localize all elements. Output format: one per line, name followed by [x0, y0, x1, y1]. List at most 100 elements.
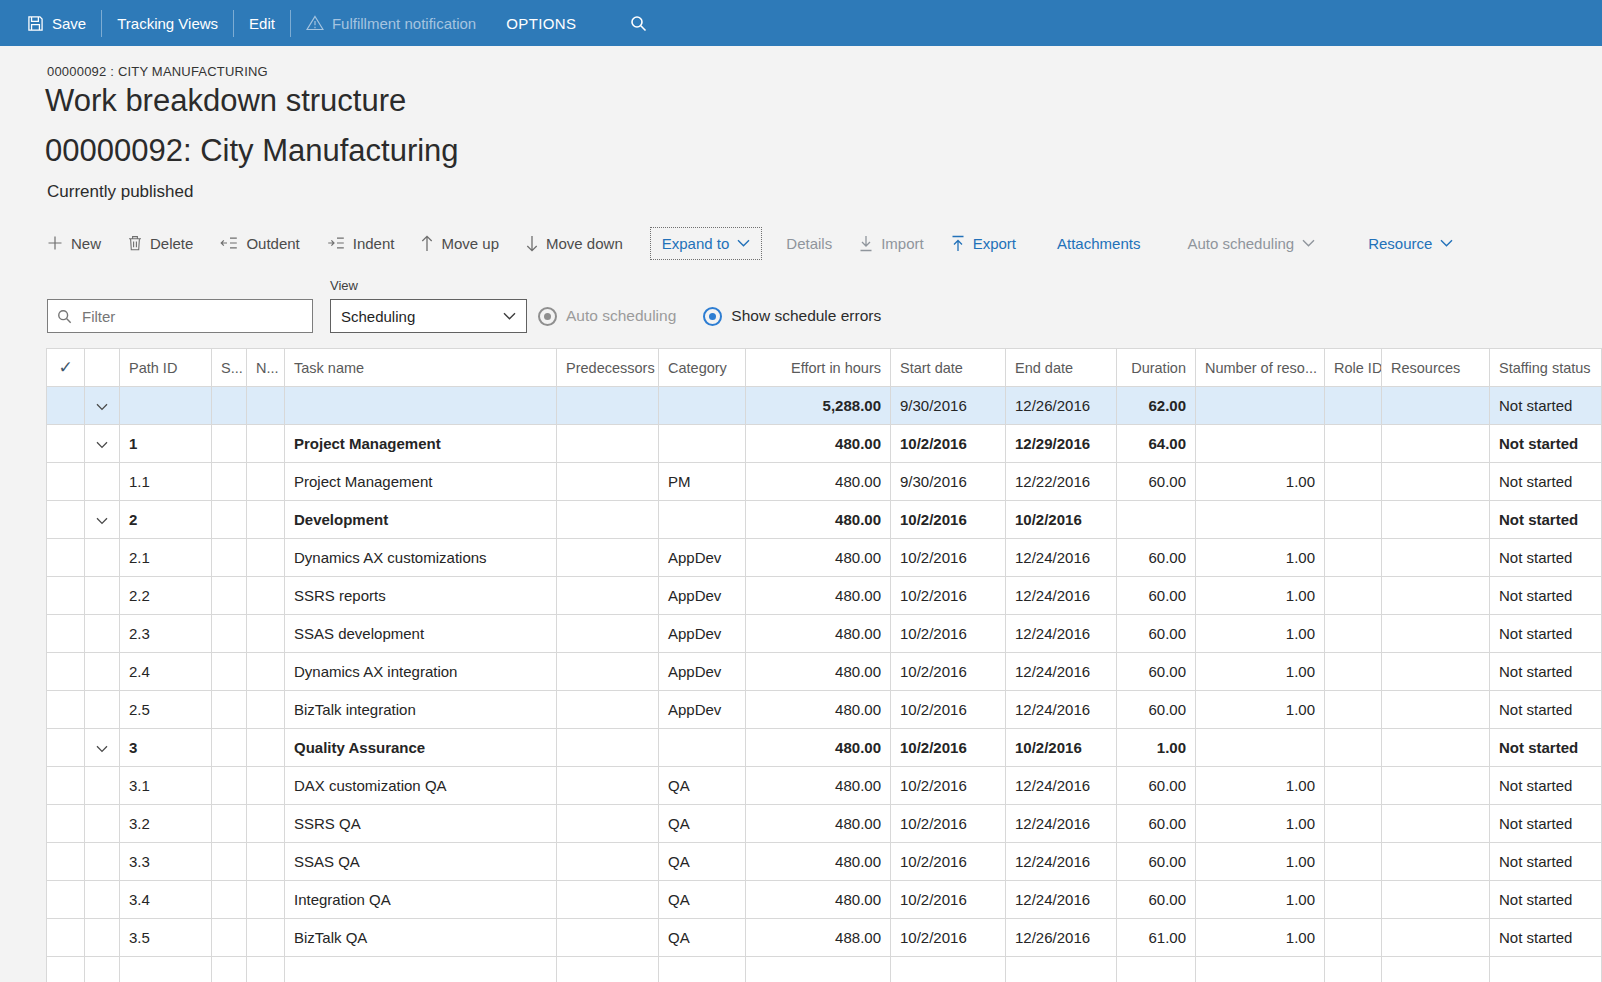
cell-staffing_status[interactable]: Not started	[1490, 729, 1602, 767]
cell-duration[interactable]	[1117, 957, 1196, 982]
cell-number_of_resources[interactable]: 1.00	[1196, 615, 1325, 653]
column-header-end_date[interactable]: End date	[1006, 349, 1117, 387]
cell-start_date[interactable]: 9/30/2016	[891, 463, 1006, 501]
cell-s[interactable]	[212, 501, 247, 539]
cell-path_id[interactable]: 3.4	[120, 881, 212, 919]
cell-start_date[interactable]: 10/2/2016	[891, 691, 1006, 729]
cell-s[interactable]	[212, 881, 247, 919]
column-header-duration[interactable]: Duration	[1117, 349, 1196, 387]
cell-path_id[interactable]: 2.5	[120, 691, 212, 729]
table-row-2[interactable]: 2Development480.0010/2/201610/2/2016Not …	[47, 501, 1602, 539]
cell-duration[interactable]	[1117, 501, 1196, 539]
cell-expand[interactable]	[85, 729, 120, 767]
cell-category[interactable]: QA	[659, 805, 746, 843]
cell-path_id[interactable]: 3.3	[120, 843, 212, 881]
cell-check[interactable]	[47, 729, 85, 767]
cell-staffing_status[interactable]: Not started	[1490, 919, 1602, 957]
cell-check[interactable]	[47, 577, 85, 615]
cell-n[interactable]	[247, 501, 285, 539]
cell-expand[interactable]	[85, 653, 120, 691]
cell-effort_hours[interactable]: 480.00	[746, 881, 891, 919]
cell-check[interactable]	[47, 425, 85, 463]
cell-start_date[interactable]: 10/2/2016	[891, 919, 1006, 957]
cell-task_name[interactable]: BizTalk integration	[285, 691, 557, 729]
cell-end_date[interactable]: 12/24/2016	[1006, 577, 1117, 615]
cell-resources[interactable]	[1382, 463, 1490, 501]
cell-predecessors[interactable]	[557, 805, 659, 843]
cell-resources[interactable]	[1382, 957, 1490, 982]
cell-duration[interactable]: 60.00	[1117, 843, 1196, 881]
filter-input[interactable]	[80, 307, 303, 326]
cell-resources[interactable]	[1382, 843, 1490, 881]
cell-end_date[interactable]: 10/2/2016	[1006, 729, 1117, 767]
cell-category[interactable]: AppDev	[659, 653, 746, 691]
cell-resources[interactable]	[1382, 387, 1490, 425]
cell-s[interactable]	[212, 805, 247, 843]
cell-start_date[interactable]: 10/2/2016	[891, 843, 1006, 881]
cell-effort_hours[interactable]: 480.00	[746, 425, 891, 463]
cell-check[interactable]	[47, 843, 85, 881]
cell-category[interactable]	[659, 501, 746, 539]
cell-expand[interactable]	[85, 387, 120, 425]
cell-path_id[interactable]: 2	[120, 501, 212, 539]
cell-path_id[interactable]: 2.2	[120, 577, 212, 615]
cell-effort_hours[interactable]: 480.00	[746, 615, 891, 653]
cell-resources[interactable]	[1382, 653, 1490, 691]
cell-role_id[interactable]	[1325, 653, 1382, 691]
cell-expand[interactable]	[85, 577, 120, 615]
cell-effort_hours[interactable]: 480.00	[746, 767, 891, 805]
cell-role_id[interactable]	[1325, 843, 1382, 881]
cell-role_id[interactable]	[1325, 729, 1382, 767]
cell-s[interactable]	[212, 653, 247, 691]
cell-role_id[interactable]	[1325, 577, 1382, 615]
cell-staffing_status[interactable]: Not started	[1490, 425, 1602, 463]
cell-staffing_status[interactable]: Not started	[1490, 501, 1602, 539]
cell-n[interactable]	[247, 539, 285, 577]
cell-number_of_resources[interactable]	[1196, 425, 1325, 463]
cell-resources[interactable]	[1382, 425, 1490, 463]
cell-check[interactable]	[47, 957, 85, 982]
cell-predecessors[interactable]	[557, 615, 659, 653]
cell-start_date[interactable]: 10/2/2016	[891, 881, 1006, 919]
table-row-2-3[interactable]: 2.3SSAS developmentAppDev480.0010/2/2016…	[47, 615, 1602, 653]
cell-resources[interactable]	[1382, 501, 1490, 539]
cell-end_date[interactable]: 12/26/2016	[1006, 919, 1117, 957]
toolbar-button-new[interactable]: New	[47, 235, 101, 252]
cell-staffing_status[interactable]: Not started	[1490, 539, 1602, 577]
cell-path_id[interactable]: 2.1	[120, 539, 212, 577]
cell-start_date[interactable]: 10/2/2016	[891, 577, 1006, 615]
column-header-staffing_status[interactable]: Staffing status	[1490, 349, 1602, 387]
cell-effort_hours[interactable]: 480.00	[746, 729, 891, 767]
cell-n[interactable]	[247, 425, 285, 463]
cell-number_of_resources[interactable]: 1.00	[1196, 577, 1325, 615]
cell-effort_hours[interactable]: 480.00	[746, 843, 891, 881]
cell-task_name[interactable]: Project Management	[285, 463, 557, 501]
cell-task_name[interactable]: Project Management	[285, 425, 557, 463]
cell-predecessors[interactable]	[557, 387, 659, 425]
table-row[interactable]: 5,288.009/30/201612/26/201662.00Not star…	[47, 387, 1602, 425]
topbar-search-button[interactable]	[615, 0, 662, 46]
column-header-resources[interactable]: Resources	[1382, 349, 1490, 387]
table-row-3-1[interactable]: 3.1DAX customization QAQA480.0010/2/2016…	[47, 767, 1602, 805]
cell-path_id[interactable]: 3	[120, 729, 212, 767]
cell-resources[interactable]	[1382, 805, 1490, 843]
cell-role_id[interactable]	[1325, 387, 1382, 425]
cell-number_of_resources[interactable]: 1.00	[1196, 653, 1325, 691]
cell-duration[interactable]: 60.00	[1117, 615, 1196, 653]
cell-resources[interactable]	[1382, 729, 1490, 767]
column-header-category[interactable]: Category	[659, 349, 746, 387]
cell-resources[interactable]	[1382, 615, 1490, 653]
cell-s[interactable]	[212, 957, 247, 982]
cell-category[interactable]: QA	[659, 881, 746, 919]
cell-n[interactable]	[247, 957, 285, 982]
cell-predecessors[interactable]	[557, 767, 659, 805]
cell-predecessors[interactable]	[557, 919, 659, 957]
cell-s[interactable]	[212, 615, 247, 653]
cell-start_date[interactable]: 9/30/2016	[891, 387, 1006, 425]
cell-check[interactable]	[47, 615, 85, 653]
toggle-auto-scheduling[interactable]: Auto scheduling	[538, 307, 676, 326]
cell-s[interactable]	[212, 843, 247, 881]
cell-task_name[interactable]: SSRS QA	[285, 805, 557, 843]
topbar-item-edit[interactable]: Edit	[234, 0, 290, 46]
cell-staffing_status[interactable]	[1490, 957, 1602, 982]
